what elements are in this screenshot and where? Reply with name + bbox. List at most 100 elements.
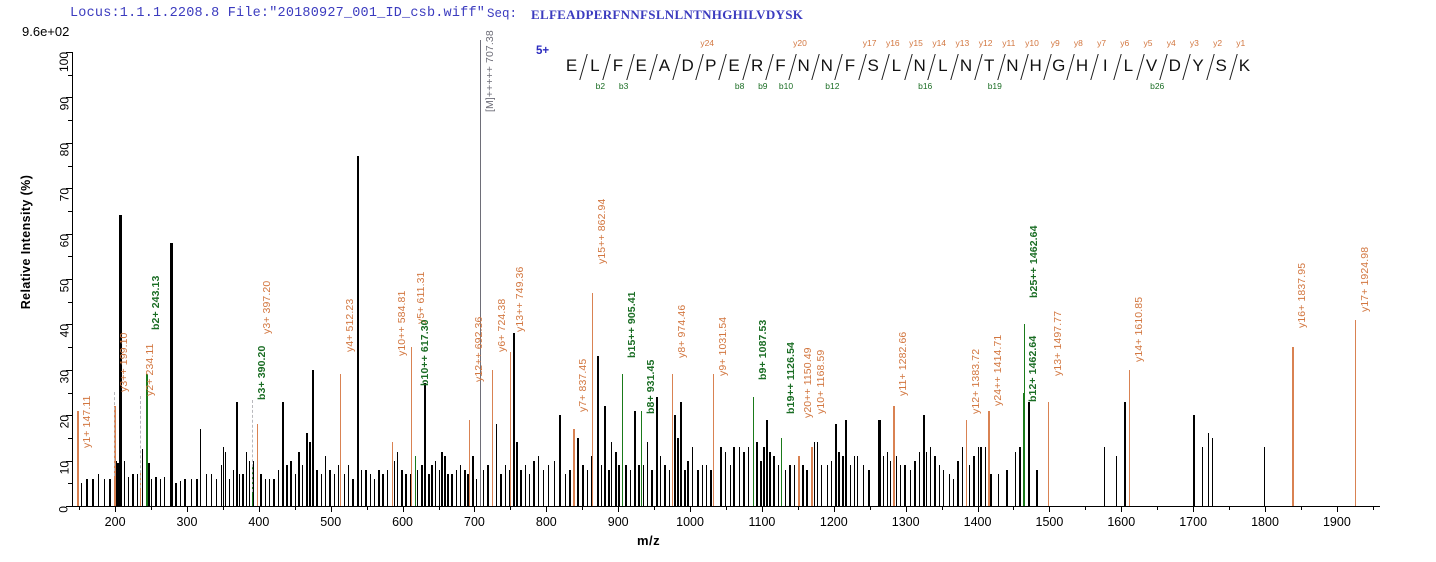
ladder-residue: E bbox=[728, 56, 740, 75]
annotated-peak-y bbox=[391, 442, 394, 506]
ladder-y-ion-label: y15 bbox=[909, 38, 923, 48]
spectrum-peak bbox=[611, 442, 613, 506]
x-tick-label: 800 bbox=[535, 515, 557, 529]
spectrum-peak bbox=[210, 474, 213, 506]
spectrum-peak bbox=[264, 478, 266, 506]
peak-labels-layer: y1+ 147.11 y3++ 199.10 y2+ 234.11 b2+ 243.1… bbox=[72, 30, 1380, 506]
spectrum-peak bbox=[697, 469, 699, 506]
y-tick bbox=[66, 233, 72, 235]
ladder-b-ion-label: b19 bbox=[987, 81, 1002, 91]
spectrum-peak bbox=[119, 215, 122, 506]
precursor-label: [M]+++++ 707.38 bbox=[483, 30, 496, 112]
peak-label-b: b25++ 1462.64 bbox=[1027, 225, 1040, 298]
spectrum-peak bbox=[784, 469, 787, 506]
spectrum-peak bbox=[895, 456, 897, 506]
y-tick-minor bbox=[68, 210, 72, 212]
x-tick-minor bbox=[79, 506, 81, 510]
y-tick-minor bbox=[68, 74, 72, 76]
spectrum-peak bbox=[1036, 469, 1038, 506]
ladder-y-ion-label: y13 bbox=[955, 38, 970, 48]
spectrum-peak bbox=[862, 465, 864, 506]
x-tick-minor bbox=[869, 506, 871, 510]
spectrum-peak bbox=[889, 460, 892, 506]
ladder-cleavage-mark bbox=[1182, 54, 1192, 80]
spectrum-peak bbox=[938, 465, 941, 506]
y-tick bbox=[66, 188, 72, 190]
spectrum-peak bbox=[618, 465, 620, 506]
ladder-cleavage-mark bbox=[1159, 54, 1168, 80]
ladder-y-ion-label: y4 bbox=[1166, 38, 1176, 48]
x-tick-label: 1000 bbox=[676, 515, 704, 529]
ladder-residue: F bbox=[775, 56, 786, 75]
spectrum-peak bbox=[547, 465, 550, 506]
locus-file-text: Locus:1.1.1.2208.8 File:"20180927_001_ID… bbox=[70, 6, 486, 21]
spectrum-peak bbox=[386, 469, 389, 506]
spectrum-peak bbox=[973, 456, 975, 506]
spectrum-peak bbox=[103, 478, 105, 506]
spectrum-peak bbox=[128, 476, 130, 506]
peptide-sequence-text: ELFEADPERFNNFSLNLNTNHGHILVDYSK bbox=[531, 7, 804, 22]
spectrum-peak bbox=[329, 469, 331, 506]
charge-state-badge: 5+ bbox=[536, 45, 550, 57]
x-tick bbox=[474, 506, 476, 512]
spectrum-peak bbox=[444, 456, 446, 506]
spectrum-peak bbox=[1124, 401, 1127, 506]
annotated-peak-y bbox=[798, 456, 800, 506]
spectrum-peak bbox=[369, 474, 371, 506]
annotated-peak-b bbox=[1022, 392, 1024, 506]
spectrum-peak bbox=[235, 401, 239, 506]
peak-label-y: y12+ 1383.72 bbox=[969, 348, 982, 414]
ladder-cleavage-mark bbox=[602, 54, 612, 80]
spectrum-peak bbox=[710, 469, 712, 506]
spectrum-peak bbox=[1027, 401, 1031, 506]
y-tick bbox=[66, 52, 72, 53]
spectrum-peak bbox=[199, 428, 202, 506]
spectrum-peak bbox=[738, 446, 741, 506]
spectrum-peak bbox=[424, 383, 427, 506]
ladder-residue: N bbox=[959, 56, 973, 75]
x-tick bbox=[761, 506, 763, 512]
spectrum-peak bbox=[487, 465, 489, 506]
spectrum-peak bbox=[179, 481, 182, 506]
spectrum-peak bbox=[132, 474, 134, 506]
spectrum-peak bbox=[220, 465, 223, 506]
ladder-cleavage-mark bbox=[1205, 54, 1215, 80]
spectrum-peak bbox=[460, 465, 462, 506]
y-tick bbox=[66, 324, 72, 326]
ladder-cleavage-mark bbox=[672, 54, 681, 80]
spectrum-peak bbox=[159, 478, 162, 506]
spectrum-peak bbox=[242, 474, 244, 506]
spectrum-peak bbox=[542, 469, 545, 506]
ladder-cleavage-mark bbox=[1113, 54, 1122, 80]
annotated-peak-y bbox=[591, 292, 593, 506]
ladder-y-ion-label: y11 bbox=[1002, 38, 1016, 48]
spectrum-peak bbox=[651, 469, 653, 506]
spectrum-peak bbox=[365, 469, 367, 506]
ladder-b-ion-label: b3 bbox=[618, 81, 629, 91]
spectrum-peak bbox=[290, 460, 292, 506]
spectrum-peak bbox=[625, 465, 627, 506]
x-tick-minor bbox=[1085, 506, 1087, 510]
spectrum-peak bbox=[984, 446, 987, 506]
ladder-residue: K bbox=[1238, 56, 1251, 75]
x-tick-minor bbox=[1157, 506, 1159, 510]
spectrum-peak bbox=[760, 460, 762, 506]
x-tick-minor bbox=[294, 506, 296, 510]
peak-label-y: y10++ 584.81 bbox=[395, 290, 408, 356]
spectrum-peak bbox=[352, 478, 354, 506]
spectrum-peak bbox=[508, 469, 511, 506]
x-tick-label: 1800 bbox=[1251, 515, 1279, 529]
ladder-y-ion-label: y16 bbox=[885, 38, 900, 48]
spectrum-peak bbox=[421, 465, 423, 506]
label-leader-line bbox=[114, 392, 116, 476]
spectrum-peak bbox=[674, 415, 677, 506]
spectrum-peak bbox=[298, 451, 300, 506]
spectrum-peak bbox=[724, 451, 726, 506]
ladder-b-ion-label: b12 bbox=[825, 81, 840, 91]
x-tick-label: 400 bbox=[248, 515, 270, 529]
spectrum-peak bbox=[684, 469, 686, 506]
annotated-peak-y bbox=[811, 446, 813, 506]
spectrum-peak bbox=[638, 465, 640, 506]
spectrum-peak bbox=[961, 446, 964, 506]
ladder-y-ion-label: y8 bbox=[1073, 38, 1083, 48]
